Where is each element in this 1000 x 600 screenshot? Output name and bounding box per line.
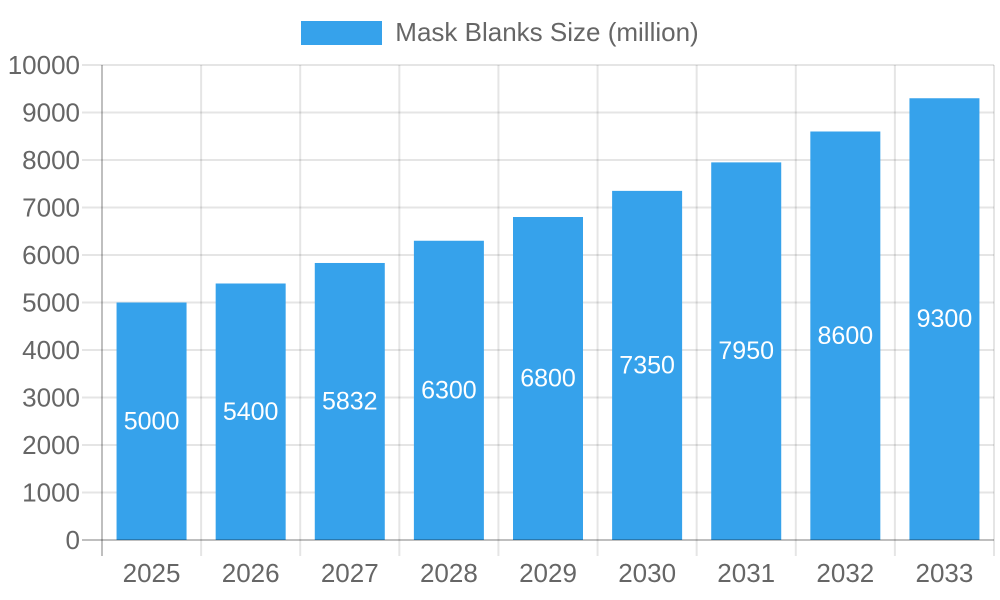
- y-tick-label: 1000: [22, 478, 80, 508]
- y-tick-label: 9000: [22, 98, 80, 128]
- x-tick-label: 2027: [321, 558, 379, 588]
- bar-value-label: 6300: [421, 376, 477, 404]
- x-tick-label: 2025: [123, 558, 181, 588]
- bar[interactable]: [810, 131, 881, 541]
- bar-value-label: 8600: [818, 322, 874, 350]
- bar-value-label: 5000: [124, 407, 180, 435]
- y-tick-label: 6000: [22, 240, 80, 270]
- x-tick-label: 2031: [717, 558, 775, 588]
- y-tick-label: 10000: [8, 50, 80, 80]
- y-tick-label: 2000: [22, 430, 80, 460]
- x-tick-label: 2030: [618, 558, 676, 588]
- y-tick-label: 5000: [22, 288, 80, 318]
- bar-value-label: 7950: [718, 337, 774, 365]
- y-tick-label: 8000: [22, 145, 80, 175]
- x-tick-label: 2026: [222, 558, 280, 588]
- bar[interactable]: [711, 162, 782, 540]
- bar-value-label: 7350: [619, 351, 675, 379]
- x-tick-label: 2029: [519, 558, 577, 588]
- bar-value-label: 5400: [223, 398, 279, 426]
- bar[interactable]: [413, 240, 484, 540]
- x-tick-label: 2028: [420, 558, 478, 588]
- bar[interactable]: [513, 217, 583, 540]
- bar[interactable]: [116, 302, 187, 541]
- bar[interactable]: [314, 262, 385, 540]
- x-tick-label: 2033: [916, 558, 974, 588]
- legend: Mask Blanks Size (million): [0, 17, 1000, 48]
- y-tick-label: 4000: [22, 335, 80, 365]
- bar[interactable]: [612, 190, 683, 540]
- bar[interactable]: [215, 283, 286, 541]
- bar-value-label: 5832: [322, 387, 378, 415]
- legend-item[interactable]: Mask Blanks Size (million): [301, 17, 699, 48]
- y-tick-label: 0: [66, 525, 80, 555]
- legend-label[interactable]: Mask Blanks Size (million): [395, 17, 699, 47]
- bar-value-label: 9300: [917, 305, 973, 333]
- bar[interactable]: [909, 98, 980, 540]
- y-tick-label: 7000: [22, 193, 80, 223]
- y-tick-label: 3000: [22, 383, 80, 413]
- x-tick-label: 2032: [816, 558, 874, 588]
- bar-value-label: 6800: [520, 365, 576, 393]
- legend-swatch-icon[interactable]: [301, 20, 383, 45]
